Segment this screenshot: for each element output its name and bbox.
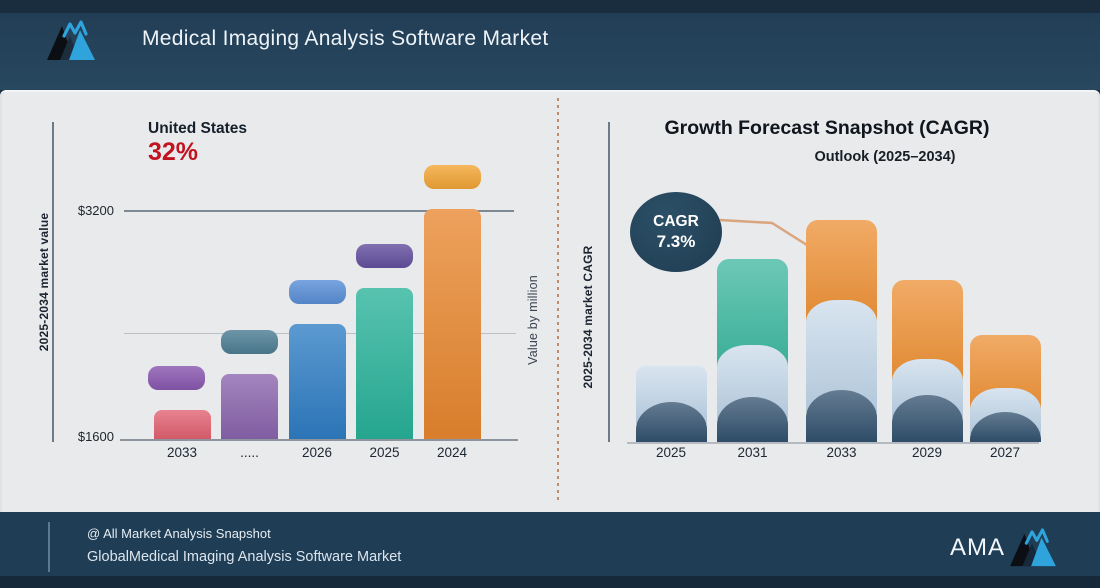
footer: @ All Market Analysis Snapshot GlobalMed… bbox=[0, 512, 1100, 588]
cagr-connector-line bbox=[719, 218, 819, 254]
segment-base-2029 bbox=[891, 395, 963, 442]
footer-brand-text: AMA bbox=[950, 534, 1006, 561]
cagr-badge: CAGR 7.3% bbox=[630, 192, 722, 272]
bar-2026 bbox=[288, 324, 346, 439]
segment-base-2025 bbox=[635, 402, 707, 442]
cagr-badge-value: 7.3% bbox=[656, 232, 696, 252]
segment-base-2031 bbox=[717, 397, 788, 442]
charts-panel: 2025-2034 market value United States 32%… bbox=[0, 90, 1100, 514]
x-label-2033: 2033 bbox=[826, 445, 857, 460]
footer-market-text: GlobalMedical Imaging Analysis Software … bbox=[87, 549, 402, 565]
right-chart-y-axis-label: 2025-2034 market CAGR bbox=[581, 245, 595, 389]
x-label-2027: 2027 bbox=[989, 445, 1021, 460]
bar-cap-..... bbox=[221, 330, 278, 354]
bar-2024 bbox=[423, 209, 481, 439]
header: Medical Imaging Analysis Software Market bbox=[0, 0, 1100, 90]
left-chart-ytick-1600: $1600 bbox=[77, 429, 114, 444]
bar-2033 bbox=[153, 410, 211, 439]
left-chart-x-axis-line bbox=[120, 439, 518, 441]
x-label-2025: 2025 bbox=[369, 445, 400, 460]
page-title: Medical Imaging Analysis Software Market bbox=[142, 27, 549, 50]
x-label-2033: 2033 bbox=[166, 445, 198, 460]
right-chart-cagr-forecast: 2025-2034 market CAGR Growth Forecast Sn… bbox=[557, 92, 1100, 514]
cagr-badge-label: CAGR bbox=[653, 212, 699, 230]
right-chart-title: Growth Forecast Snapshot (CAGR) bbox=[664, 117, 990, 139]
left-chart-us-market-value: 2025-2034 market value United States 32%… bbox=[0, 92, 557, 514]
footer-snapshot-text: @ All Market Analysis Snapshot bbox=[87, 526, 271, 541]
footer-divider-line bbox=[48, 522, 50, 572]
right-chart-x-axis-line bbox=[627, 442, 1039, 444]
left-chart-y-axis-label: 2025-2034 market value bbox=[37, 212, 51, 352]
left-chart-right-axis-label: Value by million bbox=[526, 275, 540, 365]
left-chart-highlight-value: 32% bbox=[148, 138, 199, 166]
x-label-2029: 2029 bbox=[911, 445, 943, 460]
x-label-2025: 2025 bbox=[655, 445, 687, 460]
bar-cap-2024 bbox=[423, 165, 481, 189]
bar-cap-2025 bbox=[356, 244, 413, 268]
x-label-.....: ..... bbox=[240, 445, 259, 460]
left-chart-title: United States bbox=[148, 120, 248, 137]
right-chart-subtitle: Outlook (2025–2034) bbox=[814, 149, 956, 165]
ama-logo-icon bbox=[47, 20, 95, 60]
panel-divider-dashed-line bbox=[557, 98, 559, 502]
left-chart-ytick-3200: $3200 bbox=[77, 203, 114, 218]
right-chart-y-axis-line bbox=[608, 122, 610, 442]
x-label-2026: 2026 bbox=[301, 445, 333, 460]
left-chart-gridline-3200 bbox=[124, 210, 514, 212]
x-label-2024: 2024 bbox=[436, 445, 468, 460]
segment-middle-2029 bbox=[891, 359, 963, 417]
segment-base-2033 bbox=[806, 390, 877, 442]
bar-2025 bbox=[356, 288, 413, 439]
footer-ama-logo-icon bbox=[1010, 528, 1056, 567]
bar-cap-2026 bbox=[288, 280, 346, 304]
bar-..... bbox=[221, 374, 278, 439]
bar-cap-2033 bbox=[147, 366, 205, 390]
footer-bottom-strip bbox=[0, 576, 1100, 588]
left-chart-y-axis-line bbox=[52, 122, 54, 442]
x-label-2031: 2031 bbox=[737, 445, 768, 460]
